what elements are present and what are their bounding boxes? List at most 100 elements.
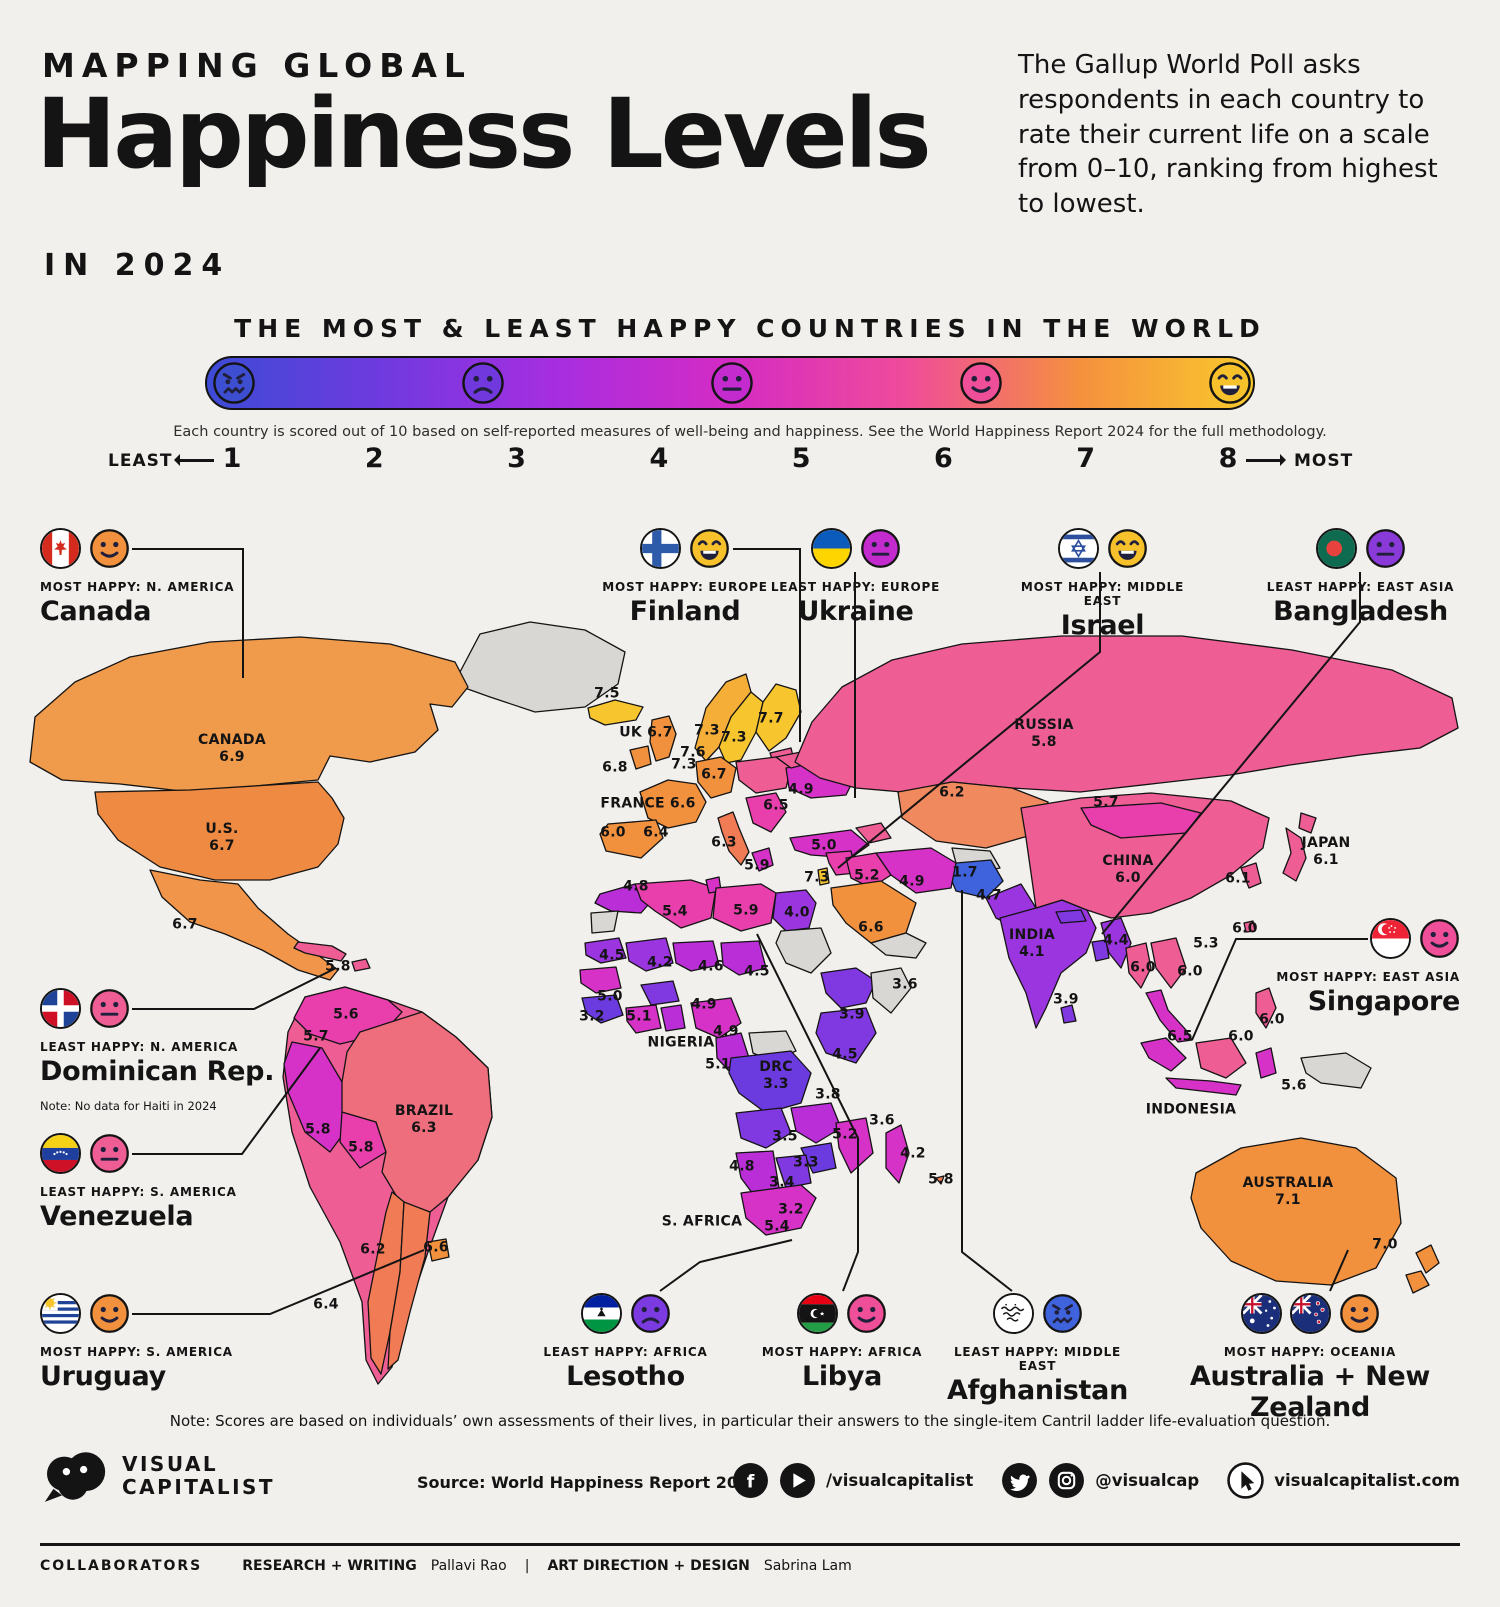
- map-label-score: 5.1: [705, 1056, 731, 1073]
- neutral-face-icon: [710, 361, 754, 405]
- continent-south-america: [282, 986, 493, 1385]
- map-label: 5.7: [1093, 795, 1119, 812]
- map-label: 5.3: [1193, 936, 1219, 953]
- country-us: [94, 781, 345, 881]
- map-label: 7.7: [758, 711, 784, 728]
- map-label-score: 6.1: [1313, 852, 1339, 868]
- callout-category: LEAST HAPPY: MIDDLE EAST: [953, 1345, 1122, 1373]
- grin-face-icon: [689, 528, 730, 569]
- continent-north-america: [29, 621, 626, 981]
- map-label-score: 4.2: [647, 954, 673, 971]
- country-greece: [751, 847, 774, 872]
- map-label-score: 4.8: [623, 878, 649, 895]
- map-label-score: 5.8: [928, 1171, 954, 1188]
- map-label: 5.8: [348, 1140, 374, 1157]
- map-label: 5.8: [928, 1172, 954, 1189]
- country-greenland: [459, 621, 626, 713]
- callout-icons: [1315, 528, 1406, 569]
- left-arrow-icon: [174, 454, 214, 465]
- scale-tick: 5: [791, 443, 811, 474]
- map-label-score: 7.3: [694, 722, 720, 739]
- callout-australia-nz: MOST HAPPY: OCEANIA Australia + New Zeala…: [1150, 1293, 1470, 1423]
- map-label: 3.3: [793, 1155, 819, 1172]
- map-label: INDIA 4.1: [1009, 927, 1055, 961]
- callout-icons: [1370, 918, 1460, 959]
- map-label-score: 3.3: [793, 1154, 819, 1171]
- scale-tick: 6: [934, 443, 953, 474]
- map-label-score: 6.7: [209, 838, 235, 854]
- map-label-score: 4.9: [713, 1023, 739, 1040]
- smile-face-icon: [1419, 918, 1460, 959]
- country-nigeria: [690, 997, 742, 1039]
- callout-category: LEAST HAPPY: N. AMERICA: [40, 1040, 239, 1054]
- smile-face-icon: [89, 528, 130, 569]
- country-ghana: [660, 1004, 686, 1032]
- map-label-score: 6.3: [711, 834, 737, 851]
- map-label-score: 3.4: [769, 1174, 795, 1191]
- map-label-score: 3.6: [892, 976, 918, 993]
- map-label: 6.6: [423, 1240, 449, 1257]
- cursor-icon: [1227, 1462, 1264, 1499]
- map-label-score: 3.9: [1053, 991, 1079, 1008]
- map-label-score: 5.6: [333, 1006, 359, 1023]
- country-niger: [672, 940, 720, 972]
- year-line: IN 2024: [44, 248, 231, 283]
- map-label-score: 4.1: [1019, 944, 1045, 960]
- lesotho-flag-icon: [580, 1293, 622, 1334]
- map-label-country: UK: [619, 724, 643, 741]
- australia-flag-icon: [1240, 1293, 1282, 1334]
- callout-category: LEAST HAPPY: AFRICA: [543, 1345, 708, 1359]
- callout-libya: MOST HAPPY: AFRICA Libya: [752, 1293, 932, 1392]
- smile-face-icon: [846, 1293, 887, 1334]
- map-label: 4.5: [832, 1047, 858, 1064]
- region-w-sahara: [590, 910, 619, 934]
- callout-icons: [40, 1293, 233, 1334]
- vc-logo: VISUAL CAPITALIST: [40, 1448, 275, 1504]
- map-label-score: 3.6: [869, 1112, 895, 1129]
- map-label-score: 4.9: [899, 873, 925, 890]
- callout-venezuela: LEAST HAPPY: S. AMERICA Venezuela: [40, 1133, 237, 1232]
- map-label: 4.5: [599, 948, 625, 965]
- facebook-icon: f: [732, 1462, 769, 1499]
- map-label-score: 6.6: [858, 919, 884, 936]
- map-label: JAPAN 6.1: [1301, 835, 1350, 869]
- map-label-score: 6.0: [1228, 1028, 1254, 1045]
- callout-country: Singapore: [1307, 986, 1461, 1017]
- map-label-score: 6.5: [763, 797, 789, 814]
- scale-tick: 4: [649, 443, 669, 474]
- map-label: S. AFRICA: [662, 1214, 742, 1231]
- singapore-flag-icon: [1370, 918, 1411, 959]
- social-handle-visualcapitalist: /visualcapitalist: [825, 1471, 974, 1490]
- map-label: 7.3: [671, 757, 697, 774]
- country-yemen: [870, 932, 927, 959]
- map-label: 5.2: [832, 1127, 858, 1144]
- new-zealand-flag-icon: [1289, 1293, 1331, 1334]
- intro-text: The Gallup World Poll asks respondents i…: [1018, 50, 1438, 220]
- map-label: CANADA 6.9: [198, 732, 266, 766]
- map-label-score: 4.9: [691, 996, 717, 1013]
- map-label-country: INDIA: [1008, 927, 1056, 944]
- map-label: 4.7: [976, 888, 1002, 905]
- callout-icons: [40, 988, 274, 1029]
- map-label-score: 7.3: [671, 756, 697, 773]
- map-label-country: U.S.: [205, 821, 239, 838]
- country-sri-lanka: [1060, 1004, 1077, 1024]
- callout-icons: [1240, 1293, 1380, 1334]
- map-label: AUSTRALIA 7.1: [1243, 1175, 1334, 1209]
- map-label-score: 3.2: [579, 1008, 605, 1025]
- callout-note: Note: No data for Haiti in 2024: [40, 1099, 217, 1113]
- map-label-score: 6.3: [411, 1120, 437, 1136]
- callout-uruguay: MOST HAPPY: S. AMERICA Uruguay: [40, 1293, 233, 1392]
- country-madagascar: [885, 1124, 910, 1184]
- grin-face-icon: [1208, 361, 1252, 405]
- country-canada: [29, 636, 469, 793]
- map-label-score: 7.5: [594, 685, 620, 702]
- map-label: UK 6.7: [619, 725, 673, 742]
- callout-country: Uruguay: [40, 1361, 166, 1392]
- callout-bangladesh: LEAST HAPPY: EAST ASIA Bangladesh: [1258, 528, 1463, 627]
- map-label-score: 5.7: [303, 1028, 329, 1045]
- callout-category: MOST HAPPY: AFRICA: [761, 1345, 923, 1359]
- scale-gradient-bar: [205, 356, 1255, 410]
- collaborators-label: COLLABORATORS: [40, 1558, 203, 1574]
- axis-label-least: LEAST: [108, 451, 173, 471]
